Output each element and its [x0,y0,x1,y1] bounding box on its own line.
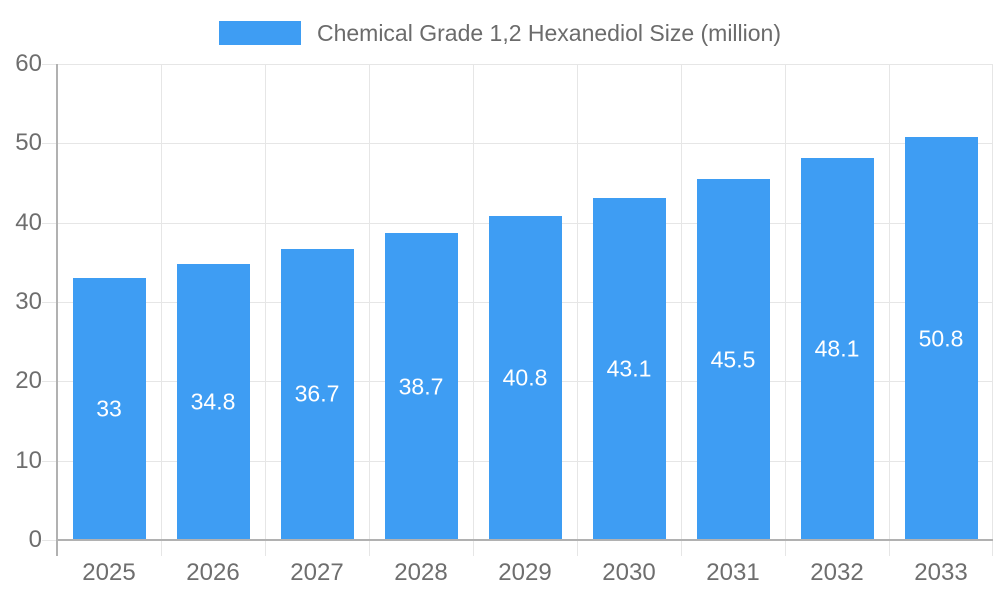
x-axis-label: 2033 [914,559,968,586]
chart-legend: Chemical Grade 1,2 Hexanediol Size (mill… [0,18,1000,48]
v-gridline [681,64,682,540]
x-axis-label: 2026 [186,559,240,586]
v-gridline [577,64,578,540]
v-gridline [265,64,266,540]
bar-2032[interactable]: 48.1 [800,158,874,540]
bar-2027[interactable]: 36.7 [280,248,354,540]
bar-value-label: 33 [96,395,122,422]
x-axis-labels: 2025 2026 2027 2028 2029 2030 2031 2032 2033 [57,558,993,588]
legend-swatch [218,21,301,45]
x-axis-tick [992,540,993,556]
v-gridline [369,64,370,540]
x-axis-tick [577,540,578,556]
y-axis-tick [42,460,57,462]
x-axis-tick [785,540,786,556]
y-axis-tick [42,302,57,303]
bar-2030[interactable]: 43.1 [592,198,666,540]
y-axis-line [56,64,58,556]
x-axis-tick [681,540,682,556]
x-axis-tick [161,540,162,556]
legend-label: Chemical Grade 1,2 Hexanediol Size (mill… [316,20,782,46]
bar-2025[interactable]: 33 [72,278,146,540]
y-axis-label: 40 [15,208,42,236]
plot-area: 33 34.8 36.7 38.7 40.8 43.1 45.5 48.1 50.8 [42,64,993,556]
v-gridline [785,64,786,540]
y-axis-tick [42,540,57,541]
h-gridline [57,64,993,65]
y-axis-tick [42,64,57,65]
bar-value-label: 50.8 [918,325,964,351]
bar-value-label: 48.1 [814,335,860,362]
bar-value-label: 34.8 [190,388,236,415]
bar-value-label: 43.1 [606,355,652,382]
x-axis-label: 2030 [602,559,656,586]
v-gridline [889,64,890,540]
y-axis-label: 0 [28,526,42,553]
x-axis-tick [473,540,474,556]
h-gridline [57,143,993,145]
x-axis-tick [369,540,370,556]
bar-2028[interactable]: 38.7 [384,232,458,540]
bar-value-label: 38.7 [398,373,444,399]
bar-2029[interactable]: 40.8 [488,216,562,540]
bar-2026[interactable]: 34.8 [176,263,250,540]
bar-value-label: 40.8 [502,364,548,391]
x-axis-label: 2032 [810,559,864,586]
y-axis-label: 20 [15,367,42,395]
v-gridline [473,64,474,540]
x-axis-label: 2028 [394,559,448,586]
bar-value-label: 45.5 [710,346,756,373]
v-gridline [992,64,993,540]
y-axis-tick [42,381,57,383]
y-axis-label: 10 [15,446,42,474]
x-axis-label: 2027 [290,559,344,586]
y-axis-labels: 0 10 20 30 40 50 60 [0,52,42,552]
bar-2033[interactable]: 50.8 [904,137,978,540]
x-axis-label: 2029 [498,559,552,586]
v-gridline [161,64,162,540]
x-axis-label: 2031 [706,559,760,586]
bar-2031[interactable]: 45.5 [696,179,770,540]
x-axis-tick [265,540,266,556]
x-axis-label: 2025 [82,559,136,586]
y-axis-tick [42,143,57,145]
y-axis-tick [42,222,57,224]
bar-value-label: 36.7 [294,380,340,407]
x-axis-tick [889,540,890,556]
y-axis-label: 30 [15,288,42,315]
x-axis-line [56,539,993,541]
y-axis-label: 50 [15,129,42,157]
y-axis-label: 60 [15,50,42,77]
